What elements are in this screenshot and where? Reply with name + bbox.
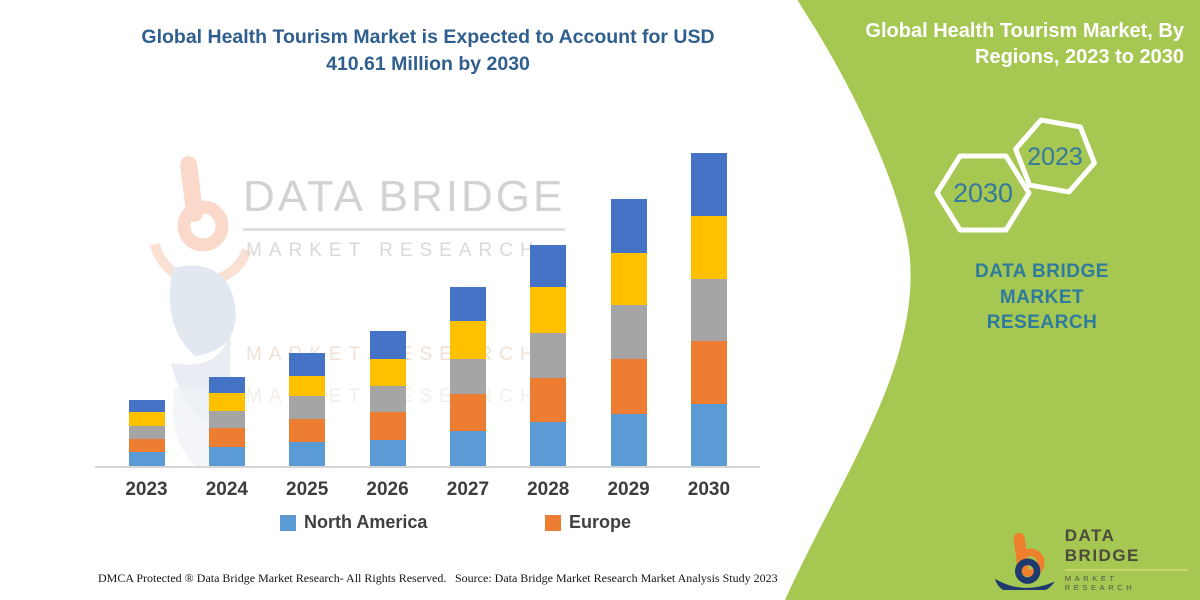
legend-swatch-north-america	[280, 514, 296, 531]
bar-segment	[369, 358, 406, 387]
legend-label-north-america: North America	[304, 512, 428, 532]
bar-2024	[208, 377, 245, 466]
legend-item-north-america: North America	[280, 512, 427, 533]
bar-segment	[128, 399, 165, 413]
bar-segment-north-america	[690, 404, 727, 466]
bar-segment	[289, 396, 326, 419]
legend-swatch-europe	[545, 514, 561, 531]
brand-text-line1: DATA BRIDGE MARKET	[975, 261, 1109, 308]
bar-2023	[128, 399, 165, 466]
plot-area	[95, 140, 760, 468]
bar-segment-europe	[610, 359, 647, 414]
source-note: Source: Data Bridge Market Research Mark…	[455, 571, 778, 585]
x-axis-label-2030: 2030	[687, 479, 731, 500]
bar-segment-europe	[449, 394, 486, 431]
bar-segment	[289, 352, 326, 377]
bar-segment	[610, 198, 647, 253]
brand-text: DATA BRIDGE MARKET RESEARCH	[937, 259, 1147, 336]
bar-segment	[449, 287, 486, 322]
x-axis-labels: 2023 2024 2025 2026 2027 2028 2029 2030	[95, 479, 760, 505]
legend-item-europe: Europe	[545, 512, 631, 533]
bar-segment-europe	[128, 438, 165, 453]
bar-segment-europe	[530, 377, 567, 422]
bar-segment	[208, 377, 245, 393]
bar-segment-north-america	[449, 431, 486, 466]
bar-segment-north-america	[530, 421, 567, 466]
bar-segment	[690, 216, 727, 280]
x-axis-label-2024: 2024	[205, 479, 248, 500]
bar-2029	[610, 198, 647, 466]
x-axis-label-2026: 2026	[366, 479, 409, 500]
bar-segment	[449, 321, 486, 360]
bar-segment	[369, 331, 406, 359]
bar-segment	[208, 393, 245, 411]
chart-title-line2: 410.61 Million by 2030	[326, 52, 530, 75]
panel-title-line2: Regions, 2023 to 2030	[975, 46, 1184, 68]
x-axis-label-2023: 2023	[125, 479, 168, 500]
bar-segment	[289, 376, 326, 397]
bar-segment	[369, 386, 406, 412]
chart-title-line1: Global Health Tourism Market is Expected…	[141, 26, 715, 48]
bar-segment	[610, 252, 647, 305]
bar-2027	[449, 287, 486, 466]
bar-segment	[449, 359, 486, 395]
bar-2028	[530, 245, 567, 466]
bar-segment-europe	[289, 418, 326, 443]
hexagon-2030: 2030	[934, 153, 1032, 233]
x-axis-label-2028: 2028	[527, 479, 570, 500]
bar-2030	[690, 153, 727, 466]
x-axis-label-2025: 2025	[286, 479, 329, 500]
bar-2025	[289, 352, 326, 466]
bar-segment-north-america	[369, 440, 406, 466]
bar-segment-north-america	[128, 452, 165, 466]
data-bridge-logo-icon	[994, 532, 1055, 590]
panel-seam-line	[796, 0, 856, 113]
bar-segment-north-america	[610, 413, 647, 466]
brand-text-line2: RESEARCH	[986, 312, 1098, 334]
chart-title: Global Health Tourism Market is Expected…	[118, 24, 738, 78]
bar-segment	[530, 245, 567, 287]
panel-title: Global Health Tourism Market, By Regions…	[854, 18, 1184, 70]
bar-2026	[369, 331, 406, 466]
bar-segment	[530, 286, 567, 334]
panel-title-line1: Global Health Tourism Market, By	[865, 20, 1184, 42]
x-axis-label-2029: 2029	[607, 479, 650, 500]
hexagon-2023-label: 2023	[1027, 143, 1083, 171]
hexagon-2023: 2023	[1013, 117, 1097, 195]
bar-segment-europe	[369, 411, 406, 441]
dmca-notice: DMCA Protected ® Data Bridge Market Rese…	[98, 571, 447, 585]
bar-segment-north-america	[289, 442, 326, 466]
legend-label-europe: Europe	[569, 512, 632, 532]
year-hexagons: 2030 2023	[934, 117, 1097, 233]
bar-segment	[128, 412, 165, 426]
bar-segment	[208, 410, 245, 428]
logo-subtitle: MARKET RESEARCH	[1064, 574, 1136, 592]
hexagon-2030-label: 2030	[953, 178, 1013, 208]
bar-segment-europe	[690, 341, 727, 405]
data-bridge-logo: DATA BRIDGE MARKET RESEARCH	[993, 526, 1188, 592]
bar-segment-north-america	[208, 447, 245, 466]
bar-segment-europe	[208, 428, 245, 447]
bar-segment	[610, 304, 647, 360]
logo-name: DATA BRIDGE	[1064, 526, 1188, 571]
bar-segment	[690, 153, 727, 217]
bar-segment	[690, 279, 727, 342]
x-axis-label-2027: 2027	[446, 479, 490, 500]
bar-segment	[128, 425, 165, 439]
bar-segment	[530, 333, 567, 378]
